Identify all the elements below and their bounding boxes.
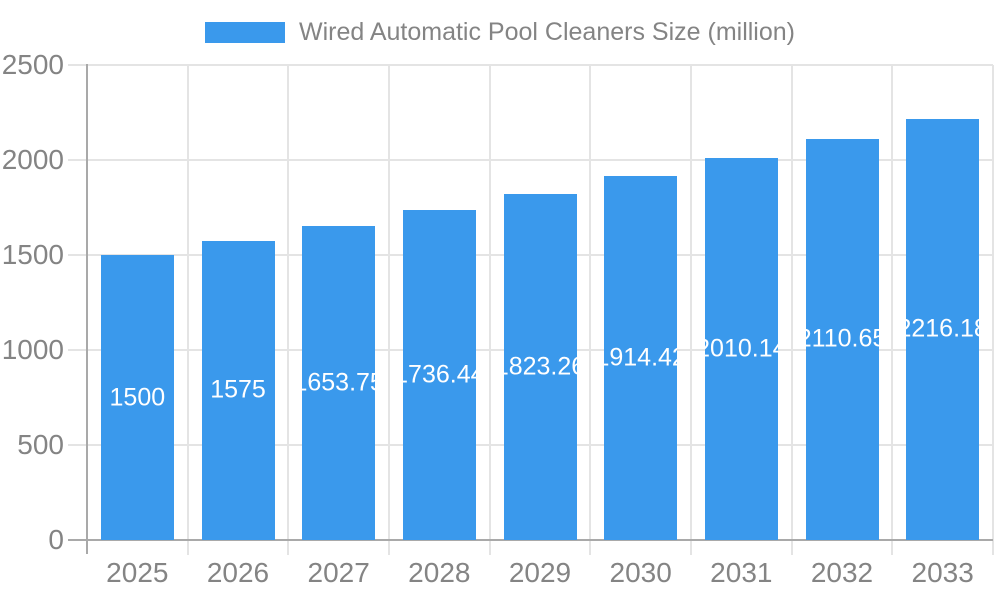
y-tick xyxy=(68,64,87,66)
y-gridline xyxy=(87,64,993,66)
x-tick xyxy=(992,540,994,555)
bar: 1736.44 xyxy=(402,210,476,540)
x-axis-line xyxy=(68,539,993,541)
x-tick xyxy=(287,540,290,555)
x-tick xyxy=(589,540,592,555)
y-axis-line xyxy=(86,64,88,554)
y-tick xyxy=(68,254,87,256)
x-gridline xyxy=(186,65,189,540)
x-tick xyxy=(388,540,390,555)
x-tick-label: 2026 xyxy=(206,557,270,588)
bar: 1823.26 xyxy=(503,193,577,540)
y-gridline xyxy=(87,159,993,161)
bar-value-label: 1736.44 xyxy=(403,360,476,389)
bar: 1653.75 xyxy=(302,225,376,540)
y-tick-label: 2000 xyxy=(1,144,64,175)
bar: 2010.14 xyxy=(704,158,778,540)
x-tick-label: 2025 xyxy=(106,557,169,588)
y-tick xyxy=(68,444,87,446)
legend-label: Wired Automatic Pool Cleaners Size (mill… xyxy=(298,18,795,46)
x-tick-label: 2027 xyxy=(307,557,370,588)
bar: 2110.65 xyxy=(805,138,879,540)
x-gridline xyxy=(690,65,692,540)
bar-value-label: 1653.75 xyxy=(302,368,375,397)
x-gridline xyxy=(992,65,994,540)
bar: 1914.42 xyxy=(604,176,678,540)
bar-value-label: 2110.65 xyxy=(806,324,879,353)
x-tick-label: 2029 xyxy=(508,557,572,588)
x-tick xyxy=(790,540,793,555)
y-tick-label: 2500 xyxy=(1,49,64,80)
x-tick-label: 2033 xyxy=(911,557,974,588)
x-gridline xyxy=(790,65,793,540)
y-tick-label: 0 xyxy=(48,524,64,555)
bar-value-label: 1500 xyxy=(109,383,166,411)
x-gridline xyxy=(388,65,390,540)
x-gridline xyxy=(488,65,491,540)
bar: 1500 xyxy=(100,255,174,540)
x-tick xyxy=(186,540,189,555)
legend-swatch xyxy=(204,22,285,43)
x-tick xyxy=(690,540,692,555)
x-tick-label: 2032 xyxy=(810,557,874,588)
x-gridline xyxy=(891,65,894,540)
bar: 1575 xyxy=(201,240,275,540)
x-tick xyxy=(891,540,894,555)
x-tick-label: 2028 xyxy=(408,557,471,588)
y-tick xyxy=(68,349,87,351)
x-gridline xyxy=(287,65,290,540)
bar-value-label: 1575 xyxy=(210,375,266,404)
x-gridline xyxy=(589,65,592,540)
bar-value-label: 1914.42 xyxy=(604,343,677,372)
chart-legend: Wired Automatic Pool Cleaners Size (mill… xyxy=(0,18,1000,47)
bar-value-label: 1823.26 xyxy=(504,352,577,381)
y-tick-label: 1000 xyxy=(1,334,64,365)
y-tick-label: 1500 xyxy=(1,239,64,270)
x-tick-label: 2031 xyxy=(710,557,773,588)
x-tick-label: 2030 xyxy=(609,557,672,588)
bar-value-label: 2010.14 xyxy=(705,334,778,363)
x-tick xyxy=(488,540,491,555)
y-tick xyxy=(68,159,87,161)
y-tick-label: 500 xyxy=(17,429,64,460)
